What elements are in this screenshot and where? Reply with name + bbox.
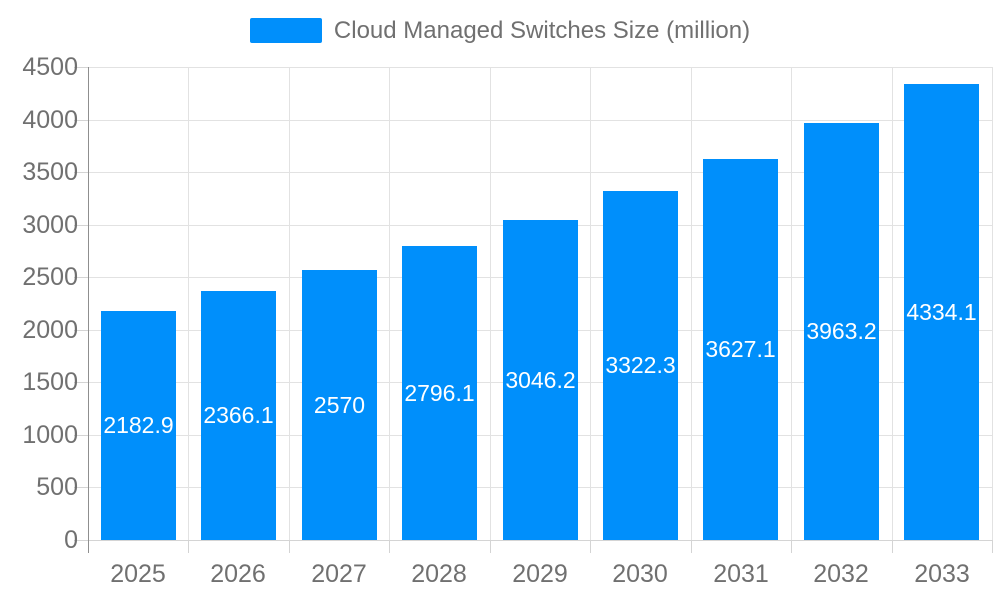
bar-2026[interactable]: 2366.1	[201, 291, 276, 540]
x-axis-label: 2031	[713, 560, 769, 588]
bar-value-label: 3627.1	[705, 336, 776, 362]
x-tick	[791, 540, 792, 553]
y-axis-line	[88, 67, 89, 553]
bar-2025[interactable]: 2182.9	[101, 311, 176, 540]
y-axis-label: 4000	[22, 106, 78, 134]
y-tick	[74, 172, 88, 173]
x-tick	[590, 540, 591, 553]
y-axis-label: 4500	[22, 53, 78, 81]
gridline-h	[88, 540, 992, 541]
gridline-h	[88, 172, 992, 173]
x-axis-label: 2029	[512, 560, 568, 588]
y-tick	[74, 435, 88, 436]
x-axis-label: 2033	[914, 560, 970, 588]
gridline-v	[590, 67, 591, 540]
chart-legend[interactable]: Cloud Managed Switches Size (million)	[0, 17, 1000, 44]
gridline-h	[88, 67, 992, 68]
bar-2028[interactable]: 2796.1	[402, 246, 477, 540]
gridline-v	[992, 67, 993, 540]
gridline-v	[389, 67, 390, 540]
y-tick	[74, 67, 88, 68]
x-tick	[289, 540, 290, 553]
gridline-h	[88, 120, 992, 121]
bar-2027[interactable]: 2570	[302, 270, 377, 540]
y-axis-label: 0	[64, 526, 78, 554]
bar-2031[interactable]: 3627.1	[703, 159, 778, 540]
gridline-v	[490, 67, 491, 540]
legend-marker-icon	[249, 18, 322, 43]
x-tick	[691, 540, 692, 553]
bar-2032[interactable]: 3963.2	[804, 123, 879, 540]
gridline-v	[791, 67, 792, 540]
y-axis-label: 1500	[22, 368, 78, 396]
bar-value-label: 2182.9	[103, 412, 174, 438]
bar-value-label: 3046.2	[505, 366, 576, 393]
legend-label: Cloud Managed Switches Size (million)	[333, 16, 751, 44]
y-axis-label: 2000	[22, 316, 78, 344]
bar-2030[interactable]: 3322.3	[603, 191, 678, 540]
x-axis-label: 2025	[110, 560, 166, 588]
x-axis-label: 2027	[311, 560, 367, 588]
x-axis-label: 2030	[612, 560, 668, 588]
y-tick	[74, 120, 88, 121]
y-axis-label: 500	[36, 473, 78, 501]
bar-value-label: 3963.2	[806, 318, 877, 344]
gridline-v	[892, 67, 893, 540]
y-tick	[74, 277, 88, 278]
gridline-v	[289, 67, 290, 540]
gridline-v	[188, 67, 189, 540]
bar-value-label: 3322.3	[605, 352, 676, 378]
bar-value-label: 2366.1	[203, 402, 274, 428]
y-tick	[74, 382, 88, 383]
gridline-v	[691, 67, 692, 540]
x-tick	[188, 540, 189, 553]
y-axis-label: 1000	[22, 421, 78, 449]
y-axis-label: 2500	[22, 263, 78, 291]
x-tick	[992, 540, 993, 553]
x-tick	[892, 540, 893, 553]
x-tick	[389, 540, 390, 553]
x-axis-label: 2028	[411, 560, 467, 588]
bar-2033[interactable]: 4334.1	[904, 84, 979, 540]
bar-value-label: 2570	[313, 391, 366, 418]
x-axis-label: 2026	[210, 560, 266, 588]
y-tick	[74, 330, 88, 331]
bar-2029[interactable]: 3046.2	[503, 220, 578, 540]
y-tick	[74, 487, 88, 488]
x-tick	[490, 540, 491, 553]
y-axis-label: 3500	[22, 158, 78, 186]
x-axis-label: 2032	[813, 560, 869, 588]
y-axis-label: 3000	[22, 211, 78, 239]
y-tick	[74, 225, 88, 226]
bar-value-label: 4334.1	[906, 298, 977, 325]
y-tick	[74, 540, 88, 541]
bar-value-label: 2796.1	[404, 379, 475, 406]
